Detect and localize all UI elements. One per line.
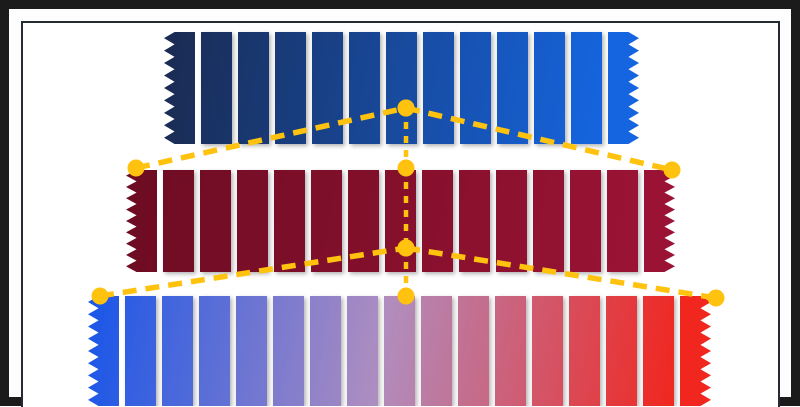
bar [238, 32, 269, 144]
bar [312, 32, 343, 144]
bar [310, 296, 341, 406]
bar [273, 296, 304, 406]
bar [201, 32, 232, 144]
bar [644, 170, 675, 272]
bar [497, 32, 528, 144]
bar [236, 296, 267, 406]
bar [164, 32, 195, 144]
bar [275, 32, 306, 144]
bar [496, 170, 527, 272]
bar [237, 170, 268, 272]
bar [348, 170, 379, 272]
bar [680, 296, 711, 406]
bar [199, 296, 230, 406]
bar [532, 296, 563, 406]
bar [533, 170, 564, 272]
bar [422, 170, 453, 272]
bar [163, 170, 194, 272]
bar-row-1 [164, 32, 639, 144]
bar [569, 296, 600, 406]
bar [386, 32, 417, 144]
bar [349, 32, 380, 144]
bar [534, 32, 565, 144]
bar [458, 296, 489, 406]
bar [126, 170, 157, 272]
bar [347, 296, 378, 406]
bar [421, 296, 452, 406]
bar [274, 170, 305, 272]
bar [495, 296, 526, 406]
bar [570, 170, 601, 272]
bar [606, 296, 637, 406]
bar [311, 170, 342, 272]
bar-chart-plot-area [23, 23, 778, 406]
bar [88, 296, 119, 406]
bar [571, 32, 602, 144]
bar [125, 296, 156, 406]
bar [162, 296, 193, 406]
bar [607, 170, 638, 272]
bar [423, 32, 454, 144]
bar [643, 296, 674, 406]
bar-row-3 [88, 296, 711, 406]
bar [200, 170, 231, 272]
bar [384, 296, 415, 406]
bar [385, 170, 416, 272]
bar-row-2 [126, 170, 675, 272]
bar [460, 32, 491, 144]
bar [459, 170, 490, 272]
bar [608, 32, 639, 144]
